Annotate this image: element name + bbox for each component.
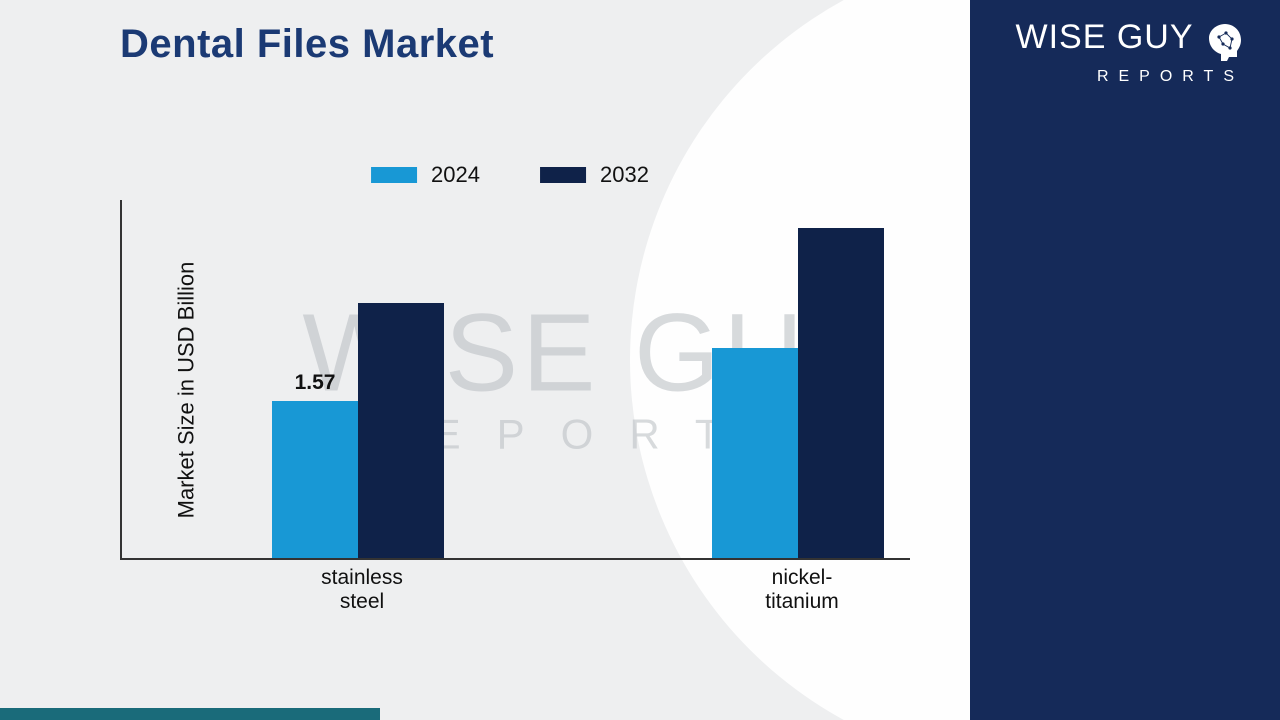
legend-swatch-2024 [371, 167, 417, 183]
legend-label-2024: 2024 [431, 162, 480, 188]
bar-group-nickel-titanium: nickel-titanium [712, 200, 892, 558]
bar-group-stainless-steel: 1.57 stainless steel [272, 200, 452, 558]
bar-stainless-steel-2032 [358, 303, 444, 558]
brand-head-icon [1202, 21, 1248, 67]
x-axis-label-stainless-steel: stainless steel [297, 566, 427, 614]
bar-nickel-titanium-2024 [712, 348, 798, 558]
bar-stainless-steel-2024: 1.57 [272, 401, 358, 558]
brand-name: WISE GUY [1016, 18, 1194, 56]
legend-item-2032: 2032 [540, 162, 649, 188]
right-band [970, 0, 1280, 720]
brand-sub: REPORTS [1016, 69, 1248, 85]
legend-swatch-2032 [540, 167, 586, 183]
legend-item-2024: 2024 [371, 162, 480, 188]
bar-value-label: 1.57 [295, 371, 336, 395]
legend-label-2032: 2032 [600, 162, 649, 188]
page-title: Dental Files Market [120, 22, 494, 67]
chart-legend: 2024 2032 [371, 162, 649, 188]
brand-logo: WISE GUY REPORTS [1016, 20, 1248, 85]
x-axis-label-nickel-titanium: nickel-titanium [737, 566, 867, 614]
bottom-accent-strip [0, 708, 380, 720]
stage: WISE GUY REPORTS Dental Files Market WIS… [0, 0, 1280, 720]
market-chart: Market Size in USD Billion 2024 2032 1.5… [100, 150, 920, 630]
bar-nickel-titanium-2032 [798, 228, 884, 558]
chart-plot-area: 1.57 stainless steel nickel-titanium [120, 200, 910, 560]
